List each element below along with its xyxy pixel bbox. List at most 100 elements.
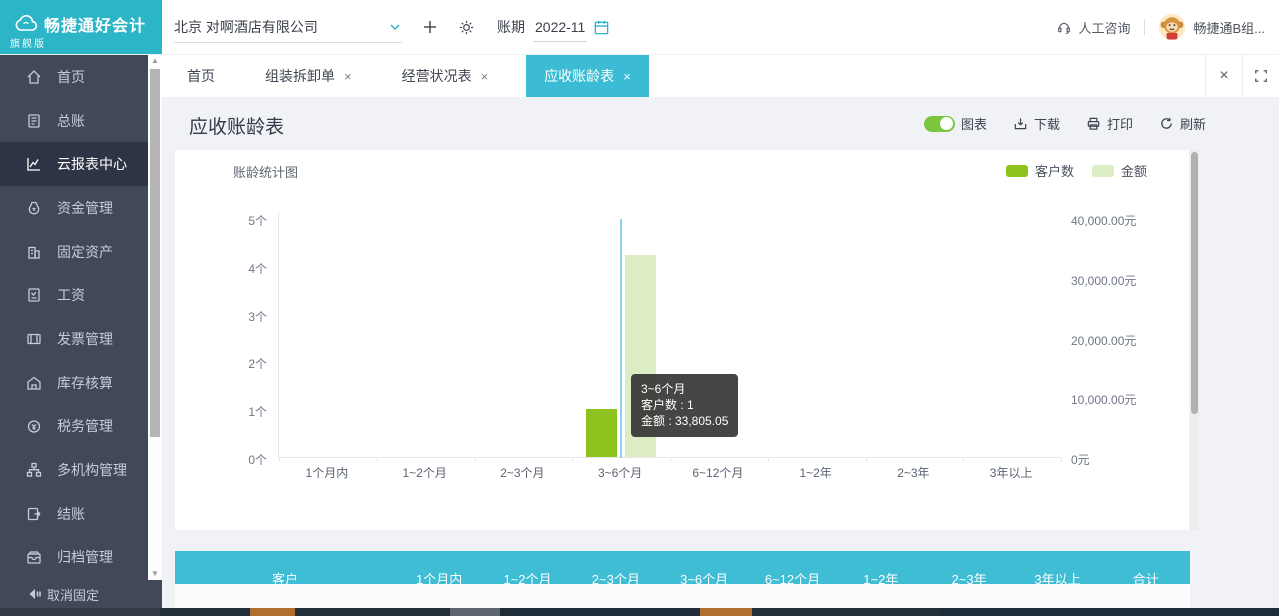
page-header: 应收账龄表 图表 下载 打印 (162, 97, 1279, 150)
page-title: 应收账龄表 (189, 117, 285, 138)
home-icon (25, 68, 43, 86)
chart-tooltip: 3~6个月 客户数 : 1 金额 : 33,805.05 (631, 374, 739, 437)
sidebar-item-home[interactable]: 首页 (0, 55, 148, 99)
sidebar-item-label: 税务管理 (57, 418, 113, 435)
y-right-tick: 20,000.00元 (1071, 333, 1137, 348)
brand-edition: 旗舰版 (10, 39, 46, 50)
x-axis-label: 1~2个月 (402, 466, 447, 480)
support-link[interactable]: 人工咨询 (1056, 18, 1130, 37)
sidebar-item-label: 固定资产 (57, 243, 113, 260)
legend-item-0[interactable]: 客户数 (1005, 161, 1074, 180)
legend-label: 金额 (1120, 164, 1147, 179)
brand-logo-block[interactable]: 畅捷通好会计 旗舰版 (0, 0, 162, 54)
y-axis-right: 40,000.00元 30,000.00元 20,000.00元 10,000.00元… (1071, 212, 1181, 467)
refresh-button[interactable]: 刷新 (1159, 114, 1206, 133)
aging-table-header-row: 客户 1个月内 1~2个月 2~3个月 3~6个月 6~12个月 1~2年 2~3年 3年以上 合… (175, 551, 1190, 584)
archive-box-icon (25, 548, 43, 566)
tax-coin-icon (25, 417, 43, 435)
fullscreen-button[interactable] (1242, 55, 1279, 97)
gear-icon[interactable] (458, 19, 475, 36)
sidebar-scrollbar-thumb[interactable] (150, 69, 160, 437)
close-all-tabs-button[interactable]: × (1205, 55, 1242, 97)
avatar[interactable] (1159, 14, 1186, 40)
y-left-tick: 2个 (248, 357, 267, 372)
taskbar-segment (700, 608, 752, 616)
content-scrollbar-thumb[interactable] (1191, 152, 1198, 414)
download-icon (1013, 116, 1028, 131)
chart-legend: 客户数 金额 (1005, 161, 1147, 180)
legend-label: 客户数 (1034, 164, 1074, 179)
sidebar-item-tax[interactable]: 税务管理 (0, 405, 148, 449)
tab-bar: 首页 组装拆卸单 × 经营状况表 × 应收账龄表 × × (162, 55, 1279, 97)
legend-item-1[interactable]: 金额 (1091, 161, 1147, 180)
sidebar-item-archive[interactable]: 归档管理 (0, 536, 148, 580)
tab-close-icon[interactable]: × (623, 68, 631, 84)
user-name[interactable]: 畅捷通B组... (1193, 20, 1265, 36)
tab-assembly-doc[interactable]: 组装拆卸单 × (253, 55, 364, 97)
x-axis-label: 2~3年 (897, 466, 930, 480)
taskbar-strip (0, 608, 1279, 616)
x-axis-tick (963, 458, 965, 462)
sidebar-item-label: 资金管理 (57, 199, 113, 216)
sidebar-item-inventory[interactable]: 库存核算 (0, 361, 148, 405)
sidebar-item-fixed-assets[interactable]: 固定资产 (0, 230, 148, 274)
salary-sheet-icon (25, 286, 43, 304)
calendar-icon[interactable] (593, 19, 610, 36)
sidebar-item-label: 云报表中心 (57, 156, 127, 173)
add-account-button[interactable] (422, 19, 438, 35)
warehouse-icon (25, 374, 43, 392)
taskbar-segment (0, 608, 160, 616)
content-scrollbar[interactable] (1190, 150, 1199, 530)
sidebar-unpin-button[interactable]: 取消固定 (0, 580, 162, 608)
x-axis-tick (865, 458, 867, 462)
invoice-icon (25, 330, 43, 348)
taskbar-segment (500, 608, 700, 616)
close-icon: × (1219, 67, 1229, 84)
bar-series-0-cat-3[interactable] (586, 409, 618, 457)
download-label: 下载 (1033, 117, 1060, 132)
sidebar-item-multi-org[interactable]: 多机构管理 (0, 448, 148, 492)
sidebar-item-invoices[interactable]: 发票管理 (0, 317, 148, 361)
period-label: 账期 (497, 19, 525, 35)
sidebar-item-label: 库存核算 (57, 374, 113, 391)
sidebar-item-closing[interactable]: 结账 (0, 492, 148, 536)
tab-operating-report[interactable]: 经营状况表 × (390, 55, 501, 97)
scroll-down-icon[interactable]: ▼ (151, 569, 159, 578)
download-button[interactable]: 下载 (1013, 114, 1060, 133)
sidebar-nav: 首页总账云报表中心资金管理固定资产工资发票管理库存核算税务管理多机构管理结账归档… (0, 55, 148, 608)
table-header-cell: 2~3年 (951, 572, 987, 584)
tab-close-icon[interactable]: × (344, 68, 352, 84)
sidebar-item-funds[interactable]: 资金管理 (0, 186, 148, 230)
sidebar-item-label: 总账 (57, 112, 85, 129)
x-axis-labels: 1个月内 1~2个月 2~3个月 3~6个月 6~12个月 1~2年 2~3年 3年以上 (278, 464, 1060, 481)
book-arrow-icon (25, 505, 43, 523)
tab-ar-aging[interactable]: 应收账龄表 × (526, 55, 649, 97)
chart-toggle[interactable]: 图表 (923, 114, 987, 133)
company-selector[interactable]: 北京 对啊酒店有限公司 (174, 11, 402, 43)
tab-home[interactable]: 首页 (175, 55, 227, 97)
header-divider (1144, 19, 1146, 35)
sidebar-item-salary[interactable]: 工资 (0, 273, 148, 317)
table-header-cell: 2~3个月 (591, 572, 640, 584)
y-left-tick: 1个 (248, 405, 267, 420)
legend-swatch (1005, 164, 1028, 177)
fullscreen-icon (1254, 69, 1268, 83)
sidebar-item-label: 结账 (57, 505, 85, 522)
ledger-icon (25, 112, 43, 130)
sidebar-item-cloud-report[interactable]: 云报表中心 (0, 142, 148, 187)
chart-title: 账龄统计图 (233, 165, 299, 180)
tooltip-title: 3~6个月 (641, 382, 686, 396)
scroll-up-icon[interactable]: ▲ (151, 56, 159, 65)
sidebar-scrollbar[interactable]: ▲ ▼ (148, 55, 162, 580)
period-value[interactable]: 2022-11 (533, 13, 588, 42)
y-axis-left: 5个 4个 3个 2个 1个 0个 (219, 212, 267, 467)
x-axis-label: 3年以上 (989, 466, 1033, 480)
sidebar-item-label: 发票管理 (57, 330, 113, 347)
print-button[interactable]: 打印 (1086, 114, 1133, 133)
sidebar-item-ledger[interactable]: 总账 (0, 99, 148, 143)
tab-close-icon[interactable]: × (480, 68, 489, 84)
y-left-tick: 0个 (248, 453, 267, 467)
x-axis-tick (572, 458, 574, 462)
chart-toggle-switch[interactable] (923, 115, 955, 132)
company-name: 北京 对啊酒店有限公司 (174, 18, 318, 35)
